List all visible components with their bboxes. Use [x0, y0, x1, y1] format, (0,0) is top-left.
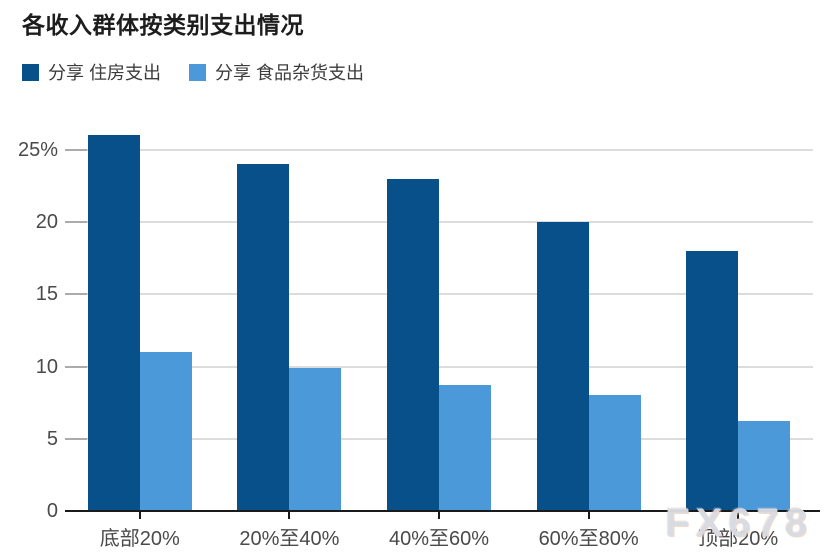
x-axis-label: 20%至40% [239, 528, 340, 550]
x-axis-tick [438, 511, 440, 519]
y-axis-tick [65, 221, 87, 223]
x-axis-tick [288, 511, 291, 519]
watermark-fx678: FX678 [665, 501, 813, 545]
y-axis-tick [65, 148, 87, 151]
bar-groceries-0[interactable] [139, 352, 192, 511]
x-axis-label: 40%至60% [388, 528, 490, 550]
x-axis-tick [587, 511, 590, 519]
y-axis-label: 20 [35, 211, 58, 233]
x-axis-label: 60%至80% [538, 528, 639, 550]
y-axis-label: 25% [17, 138, 58, 161]
legend-item-groceries[interactable]: 分享 食品杂货支出 [189, 59, 364, 85]
y-axis-label: 10 [35, 355, 58, 378]
legend-swatch-housing-icon [22, 63, 39, 81]
bar-groceries-2[interactable] [439, 385, 491, 511]
bar-housing-2[interactable] [387, 178, 439, 511]
x-axis-tick [138, 511, 141, 519]
gridline [65, 148, 813, 151]
gridline [65, 365, 813, 368]
y-axis-tick [65, 365, 87, 368]
y-axis-label: 5 [46, 427, 58, 450]
bar-housing-0[interactable] [87, 135, 140, 511]
legend-label-housing: 分享 住房支出 [48, 63, 162, 83]
legend-swatch-groceries-icon [189, 63, 207, 81]
legend-item-housing[interactable]: 分享 住房支出 [22, 59, 161, 85]
y-axis-tick [65, 437, 87, 440]
gridline [65, 221, 813, 223]
y-axis-tick [65, 293, 87, 296]
bar-groceries-1[interactable] [289, 367, 342, 511]
x-axis-tick [737, 511, 740, 519]
chart-legend: 分享 住房支出 分享 食品杂货支出 [22, 59, 364, 85]
bar-housing-4[interactable] [686, 250, 739, 511]
x-axis-label: 底部20% [99, 528, 180, 550]
chart-title: 各收入群体按类别支出情况 [22, 12, 304, 38]
legend-label-groceries: 分享 食品杂货支出 [215, 63, 365, 83]
bar-groceries-3[interactable] [588, 395, 641, 511]
y-axis-label: 0 [46, 500, 58, 522]
x-axis-baseline [65, 510, 820, 512]
gridline [65, 293, 813, 296]
bar-housing-3[interactable] [536, 222, 589, 511]
y-axis-label: 15 [35, 283, 58, 306]
x-axis-label: 顶部20% [698, 528, 779, 550]
bar-housing-1[interactable] [237, 164, 290, 511]
bar-groceries-4[interactable] [738, 421, 791, 511]
